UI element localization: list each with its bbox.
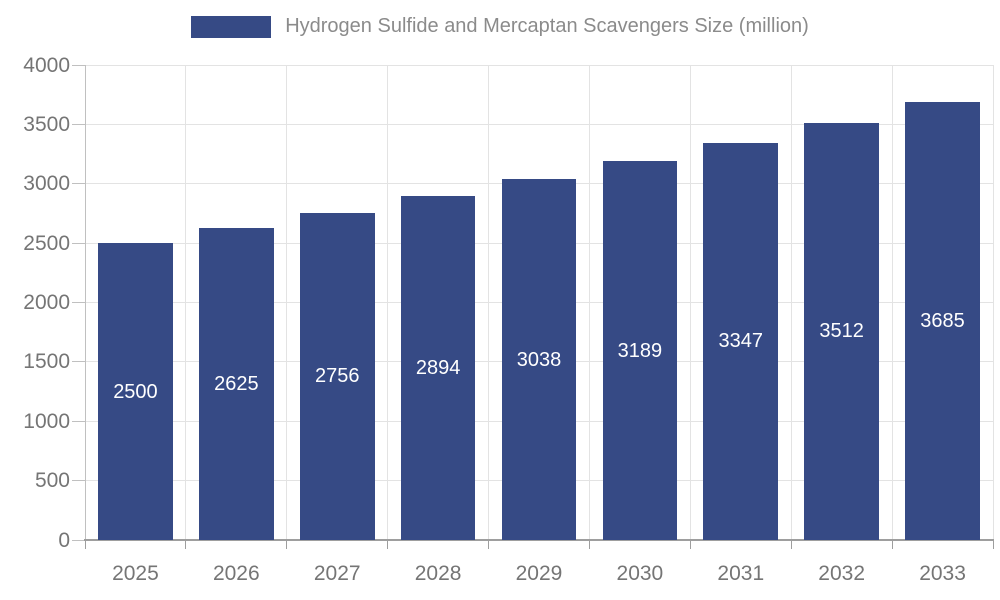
y-axis-tick-label: 2500 — [23, 231, 70, 255]
bar[interactable] — [703, 142, 779, 540]
y-axis-tick — [72, 242, 85, 244]
y-axis-tick-label: 3500 — [23, 112, 70, 136]
x-axis-tick — [84, 540, 86, 549]
legend-swatch — [191, 15, 272, 38]
x-axis-tick-label: 2025 — [112, 562, 159, 585]
legend-item[interactable]: Hydrogen Sulfide and Mercaptan Scavenger… — [0, 15, 1000, 38]
x-axis-tick-label: 2031 — [717, 562, 765, 585]
y-axis-tick — [72, 539, 85, 541]
v-gridline — [790, 65, 792, 540]
x-axis-tick — [891, 540, 893, 549]
v-gridline — [387, 65, 389, 540]
y-axis-tick-label: 500 — [34, 469, 70, 493]
y-axis-tick-label: 1000 — [23, 409, 70, 433]
bar[interactable] — [501, 179, 577, 540]
bar[interactable] — [905, 102, 980, 540]
chart-title: Hydrogen Sulfide and Mercaptan Scavenger… — [285, 15, 809, 37]
x-axis-tick — [588, 540, 590, 549]
y-axis-tick — [72, 183, 85, 185]
x-axis-tick — [488, 540, 490, 549]
x-axis-tick-label: 2029 — [515, 562, 563, 585]
x-axis-tick-label: 2026 — [212, 562, 260, 585]
y-axis-tick — [72, 480, 85, 482]
v-gridline — [185, 65, 187, 540]
h-gridline — [85, 64, 993, 66]
bar[interactable] — [299, 212, 375, 540]
x-axis-tick — [387, 540, 389, 549]
v-gridline — [992, 65, 994, 540]
y-axis-tick-label: 3000 — [23, 172, 70, 196]
bar[interactable] — [602, 161, 678, 540]
x-axis-tick-label: 2030 — [616, 562, 664, 585]
bar[interactable] — [98, 243, 173, 540]
bar[interactable] — [400, 196, 476, 540]
x-axis-tick-label: 2032 — [818, 562, 866, 585]
bar[interactable] — [199, 228, 274, 540]
y-axis-tick — [72, 64, 85, 66]
x-axis-line — [84, 539, 994, 541]
y-axis-tick — [72, 361, 85, 363]
y-axis-tick-label: 4000 — [23, 53, 70, 77]
y-axis-tick — [72, 420, 85, 422]
y-axis-line — [85, 65, 86, 548]
y-axis-tick — [72, 302, 85, 303]
x-axis-tick — [286, 540, 288, 549]
x-axis-tick — [790, 540, 792, 549]
bar[interactable] — [804, 122, 879, 540]
y-axis-tick-label: 2000 — [23, 291, 70, 314]
v-gridline — [286, 65, 288, 540]
h-gridline — [85, 123, 993, 125]
x-axis-tick — [185, 540, 187, 549]
x-axis-tick — [992, 540, 994, 549]
x-axis-tick — [689, 540, 691, 549]
v-gridline — [588, 65, 590, 540]
y-axis-tick-label: 0 — [58, 528, 70, 552]
v-gridline — [488, 65, 490, 540]
v-gridline — [689, 65, 691, 540]
x-axis-tick-label: 2027 — [313, 562, 361, 585]
v-gridline — [891, 65, 893, 540]
x-axis-tick-label: 2033 — [919, 562, 966, 585]
x-axis-tick-label: 2028 — [414, 562, 462, 585]
y-axis-tick — [72, 123, 85, 125]
y-axis-tick-label: 1500 — [23, 350, 70, 374]
